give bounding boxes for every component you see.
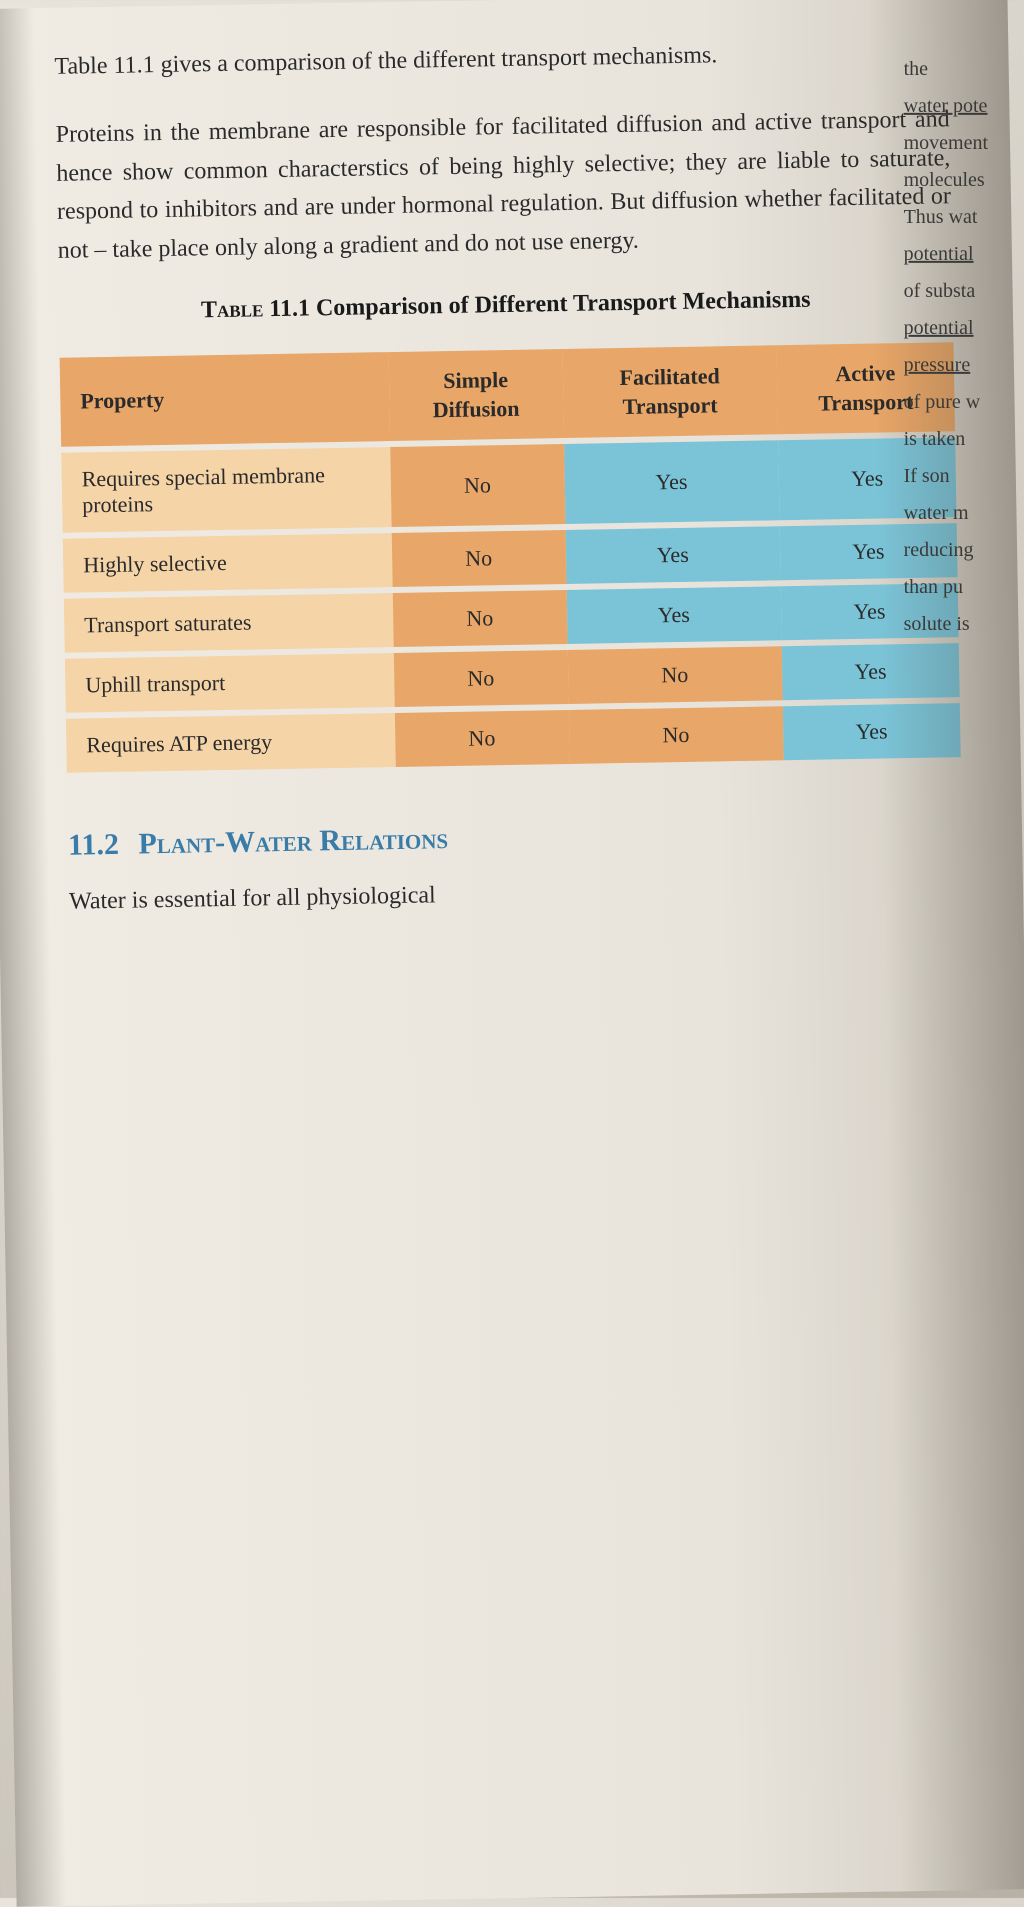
cell-simple: No — [393, 650, 568, 707]
edge-word: water m — [904, 496, 1024, 530]
table-row: Requires special membrane proteins No Ye… — [61, 437, 956, 533]
edge-word: is taken — [904, 422, 1024, 456]
section-heading: 11.2 Plant-Water Relations — [68, 813, 962, 863]
intro-line1: Table 11.1 gives a comparison of the dif… — [54, 32, 949, 86]
page-curve-shadow — [0, 8, 67, 1907]
edge-word: of substa — [904, 274, 1024, 308]
comparison-table: Property Simple Diffusion Facilitated Tr… — [60, 336, 961, 779]
edge-word: pressure — [904, 348, 1024, 382]
cell-property: Requires special membrane proteins — [61, 447, 391, 533]
header-property: Property — [60, 352, 390, 447]
table-row: Requires ATP energy No No Yes — [66, 703, 961, 773]
textbook-page: Table 11.1 gives a comparison of the dif… — [0, 0, 1024, 1907]
table-row: Uphill transport No No Yes — [65, 643, 960, 713]
cell-active: Yes — [781, 643, 959, 700]
cell-simple: No — [390, 444, 565, 527]
edge-word: of pure w — [904, 385, 1024, 419]
cell-property: Transport saturates — [64, 593, 393, 653]
edge-word: the — [904, 52, 1024, 86]
cell-simple: No — [391, 530, 566, 587]
table-title-text: Comparison of Different Transport Mechan… — [316, 287, 811, 322]
cell-facilitated: No — [568, 706, 783, 764]
edge-word: solute is — [904, 607, 1024, 641]
cell-active: Yes — [782, 703, 960, 760]
edge-word: reducing — [904, 533, 1024, 567]
table-title-label: Table 11.1 — [201, 295, 310, 323]
header-simple-diffusion: Simple Diffusion — [388, 349, 563, 441]
edge-word: Thus wat — [904, 200, 1024, 234]
cell-facilitated: No — [567, 646, 782, 704]
edge-word: If son — [904, 459, 1024, 493]
section-number: 11.2 — [68, 828, 119, 862]
edge-word: than pu — [904, 570, 1024, 604]
table-header-row: Property Simple Diffusion Facilitated Tr… — [60, 342, 955, 447]
table-title: Table 11.1 Comparison of Different Trans… — [59, 284, 953, 327]
cell-facilitated: Yes — [566, 586, 781, 644]
section-title: Plant-Water Relations — [138, 822, 448, 860]
cell-simple: No — [394, 710, 569, 767]
section-body: Water is essential for all physiological — [69, 867, 964, 921]
cell-simple: No — [392, 590, 567, 647]
cell-property: Highly selective — [63, 533, 392, 593]
intro-paragraph: Proteins in the membrane are responsible… — [55, 101, 952, 270]
edge-word: movement — [904, 126, 1024, 160]
edge-word: water pote — [904, 89, 1024, 123]
cell-property: Uphill transport — [65, 653, 394, 713]
table-row: Highly selective No Yes Yes — [63, 523, 958, 593]
cell-facilitated: Yes — [565, 526, 780, 584]
cell-facilitated: Yes — [564, 440, 779, 524]
header-facilitated-transport: Facilitated Transport — [562, 345, 778, 438]
page-edge-text: the water pote movement molecules Thus w… — [904, 52, 1024, 644]
cell-property: Requires ATP energy — [66, 713, 395, 773]
table-row: Transport saturates No Yes Yes — [64, 583, 959, 653]
edge-word: potential — [904, 311, 1024, 345]
edge-word: potential — [904, 237, 1024, 271]
edge-word: molecules — [904, 163, 1024, 197]
